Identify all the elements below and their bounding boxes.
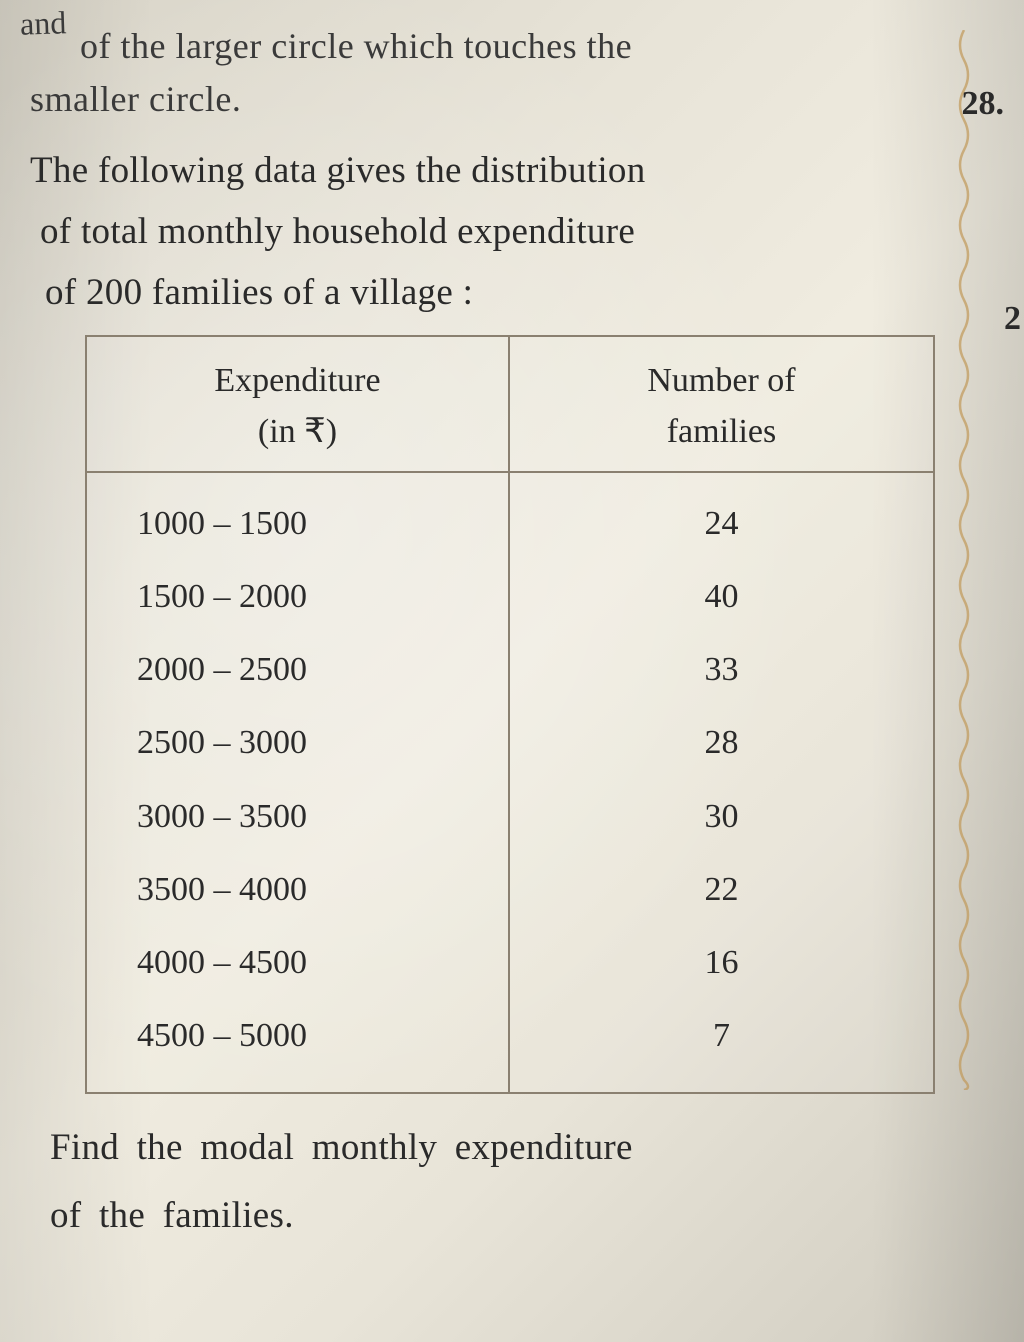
header-left-line2: (in ₹) xyxy=(97,406,498,457)
table-row: 7 xyxy=(520,999,923,1072)
table-row: 16 xyxy=(520,926,923,999)
table-row: 1000 – 1500 xyxy=(97,487,498,560)
question-task-paragraph: Find the modal monthly expenditure of th… xyxy=(50,1114,994,1251)
table-body: 1000 – 1500 1500 – 2000 2000 – 2500 2500… xyxy=(87,473,933,1092)
table-header-families: Number of families xyxy=(510,337,933,471)
partial-number-right: 2 xyxy=(1004,300,1024,338)
header-right-line1: Number of xyxy=(520,355,923,406)
table-row: 4500 – 5000 xyxy=(97,999,498,1072)
previous-question-fragment: and of the larger circle which touches t… xyxy=(50,20,994,130)
bottom-line-2: of the families. xyxy=(50,1182,994,1250)
page-divider-wavy xyxy=(954,30,974,1090)
table-row: 4000 – 4500 xyxy=(97,926,498,999)
table-row: 28 xyxy=(520,706,923,779)
para-line-1: The following data gives the distributio… xyxy=(30,140,994,201)
table-row: 1500 – 2000 xyxy=(97,560,498,633)
table-row: 24 xyxy=(520,487,923,560)
fragment-and: and xyxy=(19,4,66,43)
question-intro-paragraph: The following data gives the distributio… xyxy=(30,140,994,323)
table-row: 2500 – 3000 xyxy=(97,706,498,779)
fragment-line1: of the larger circle which touches the xyxy=(80,25,632,67)
expenditure-table: Expenditure (in ₹) Number of families 10… xyxy=(85,335,935,1094)
fragment-line2: smaller circle. xyxy=(30,78,241,120)
header-right-line2: families xyxy=(520,406,923,457)
table-row: 2000 – 2500 xyxy=(97,633,498,706)
para-line-3: of 200 families of a village : xyxy=(30,262,994,323)
table-row: 30 xyxy=(520,780,923,853)
para-line-2: of total monthly household expenditure xyxy=(30,201,994,262)
table-row: 3000 – 3500 xyxy=(97,780,498,853)
table-row: 33 xyxy=(520,633,923,706)
table-row: 3500 – 4000 xyxy=(97,853,498,926)
table-row: 40 xyxy=(520,560,923,633)
table-header-row: Expenditure (in ₹) Number of families xyxy=(87,337,933,473)
table-row: 22 xyxy=(520,853,923,926)
table-col-ranges: 1000 – 1500 1500 – 2000 2000 – 2500 2500… xyxy=(87,473,510,1092)
table-col-counts: 24 40 33 28 30 22 16 7 xyxy=(510,473,933,1092)
table-header-expenditure: Expenditure (in ₹) xyxy=(87,337,510,471)
page-content: and of the larger circle which touches t… xyxy=(0,0,1024,1271)
header-left-line1: Expenditure xyxy=(97,355,498,406)
bottom-line-1: Find the modal monthly expenditure xyxy=(50,1114,994,1182)
